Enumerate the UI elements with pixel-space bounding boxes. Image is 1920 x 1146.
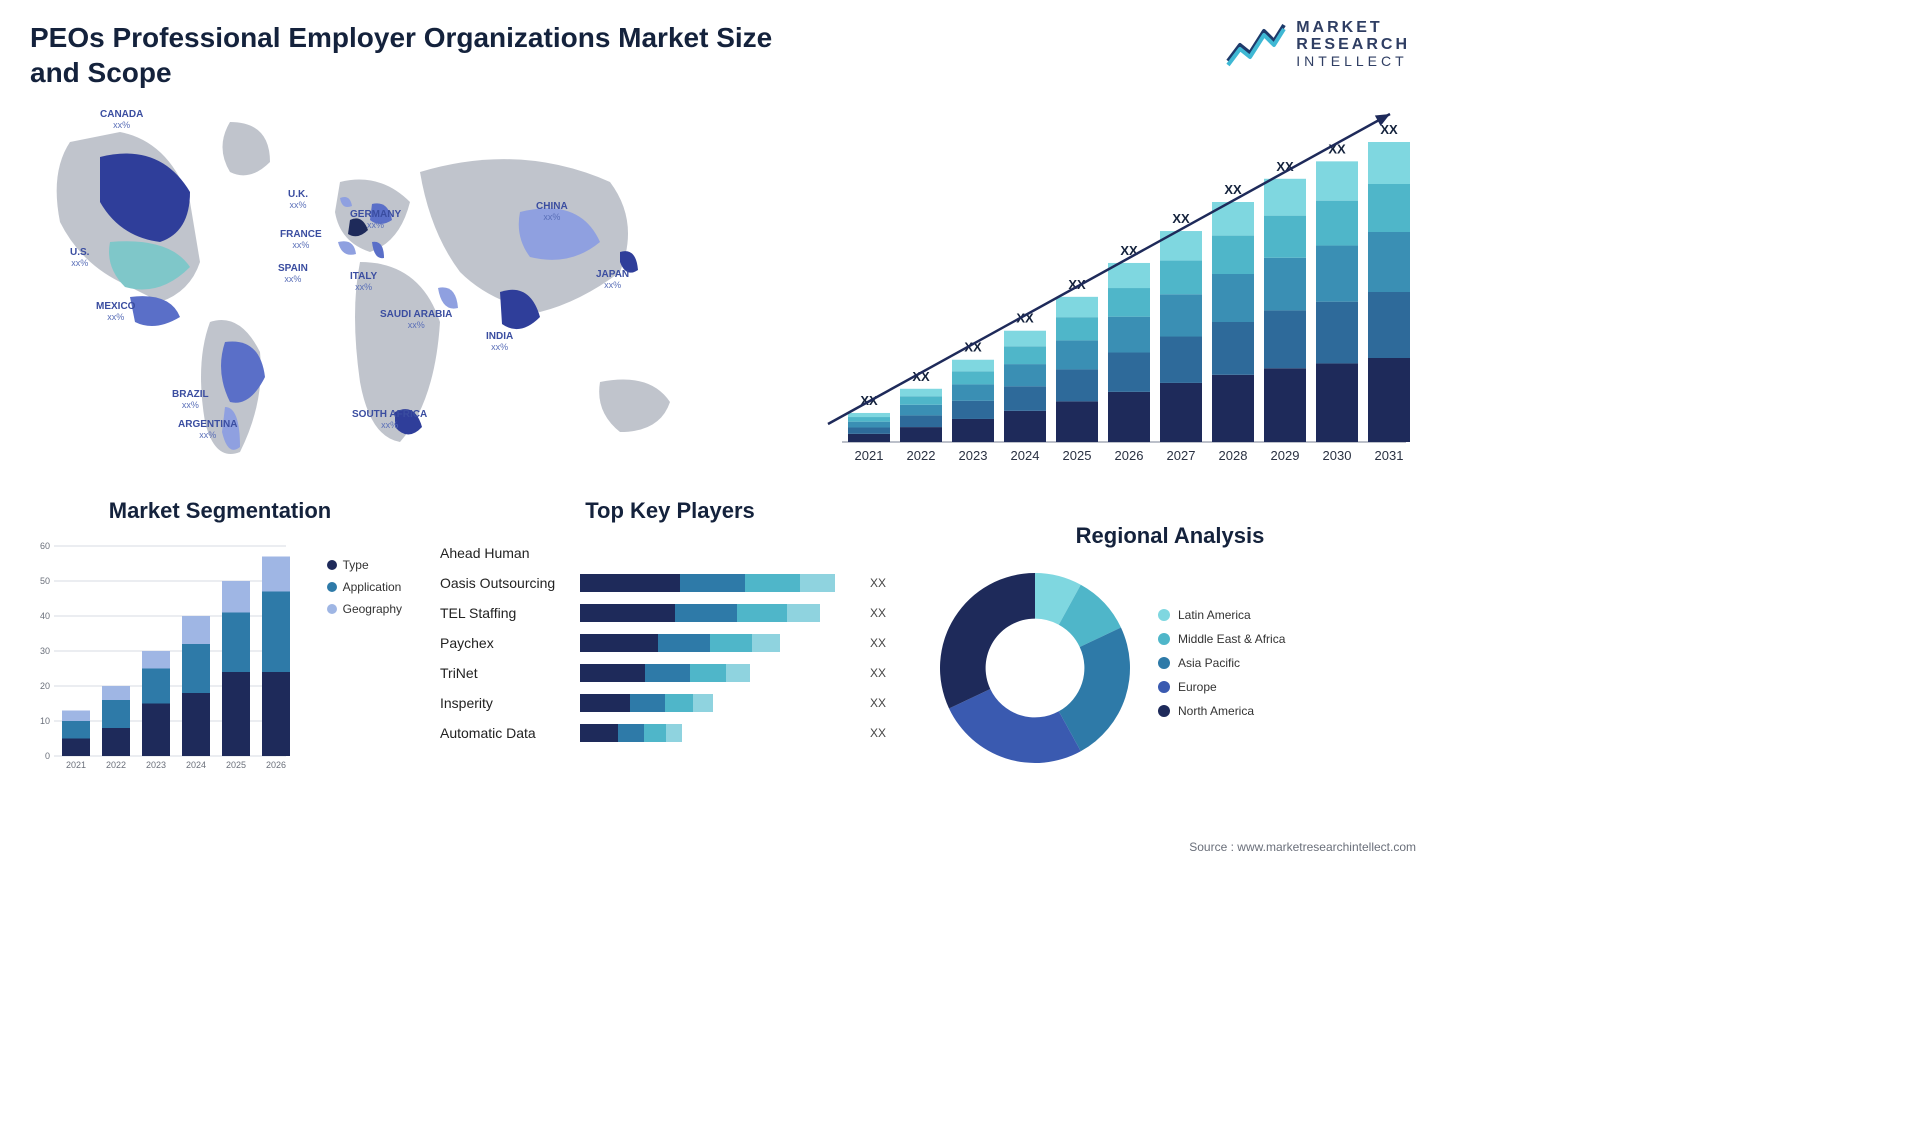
svg-text:2026: 2026 [266, 760, 286, 770]
players-title: Top Key Players [440, 498, 900, 524]
player-bar [580, 574, 860, 592]
regional-section: Regional Analysis Latin America Middle Ea… [930, 498, 1410, 798]
svg-text:40: 40 [40, 611, 50, 621]
map-label-mexico: MEXICOxx% [96, 302, 135, 322]
svg-text:2024: 2024 [1011, 448, 1040, 463]
map-label-canada: CANADAxx% [100, 110, 143, 130]
player-bar [580, 664, 860, 682]
player-bar [580, 724, 860, 742]
svg-text:2030: 2030 [1323, 448, 1352, 463]
svg-text:2023: 2023 [146, 760, 166, 770]
player-row: Ahead Human [440, 538, 900, 568]
map-label-argentina: ARGENTINAxx% [178, 420, 237, 440]
player-bar [580, 604, 860, 622]
player-row: Paychex XX [440, 628, 900, 658]
svg-text:2025: 2025 [226, 760, 246, 770]
page-title: PEOs Professional Employer Organizations… [30, 20, 790, 90]
logo-line1: MARKET [1296, 20, 1410, 37]
legend-item: Latin America [1158, 608, 1285, 622]
svg-text:2031: 2031 [1375, 448, 1404, 463]
brand-logo: MARKET RESEARCH INTELLECT [1226, 20, 1410, 68]
player-bar [580, 694, 860, 712]
map-label-south-africa: SOUTH AFRICAxx% [352, 410, 427, 430]
legend-item: Middle East & Africa [1158, 632, 1285, 646]
svg-text:2027: 2027 [1167, 448, 1196, 463]
map-label-u-k-: U.K.xx% [288, 190, 308, 210]
logo-line3: INTELLECT [1296, 54, 1410, 69]
segmentation-title: Market Segmentation [30, 498, 410, 524]
map-label-china: CHINAxx% [536, 202, 568, 222]
svg-text:2021: 2021 [855, 448, 884, 463]
map-label-india: INDIAxx% [486, 332, 513, 352]
legend-item: Application [327, 580, 402, 594]
svg-text:0: 0 [45, 751, 50, 761]
svg-text:2022: 2022 [106, 760, 126, 770]
player-value: XX [870, 636, 900, 650]
player-bar [580, 634, 860, 652]
map-label-italy: ITALYxx% [350, 272, 377, 292]
player-name: Ahead Human [440, 545, 570, 561]
player-bar [580, 544, 860, 562]
segmentation-section: Market Segmentation 0 10 20 30 40 50 60 2021 202… [30, 498, 410, 798]
svg-text:2028: 2028 [1219, 448, 1248, 463]
svg-text:50: 50 [40, 576, 50, 586]
player-row: Automatic Data XX [440, 718, 900, 748]
svg-text:30: 30 [40, 646, 50, 656]
player-name: Paychex [440, 635, 570, 651]
player-name: Automatic Data [440, 725, 570, 741]
player-row: TriNet XX [440, 658, 900, 688]
player-row: Oasis Outsourcing XX [440, 568, 900, 598]
player-row: Insperity XX [440, 688, 900, 718]
svg-text:20: 20 [40, 681, 50, 691]
svg-text:XX: XX [1380, 122, 1398, 137]
map-label-france: FRANCExx% [280, 230, 322, 250]
svg-text:2021: 2021 [66, 760, 86, 770]
svg-text:2025: 2025 [1063, 448, 1092, 463]
svg-text:2026: 2026 [1115, 448, 1144, 463]
svg-text:2023: 2023 [959, 448, 988, 463]
svg-text:XX: XX [1172, 211, 1190, 226]
legend-item: Type [327, 558, 402, 572]
segmentation-legend: Type Application Geography [327, 558, 402, 624]
svg-text:XX: XX [1224, 182, 1242, 197]
map-label-spain: SPAINxx% [278, 264, 308, 284]
player-value: XX [870, 576, 900, 590]
players-section: Top Key Players Ahead Human Oasis Outsour… [440, 498, 900, 798]
world-map: CANADAxx% U.S.xx% MEXICOxx% BRAZILxx% ARGENT… [30, 102, 730, 482]
regional-legend: Latin America Middle East & Africa Asia Pa… [1158, 608, 1285, 728]
player-value: XX [870, 696, 900, 710]
player-name: TEL Staffing [440, 605, 570, 621]
logo-line2: RESEARCH [1296, 37, 1410, 54]
map-label-germany: GERMANYxx% [350, 210, 401, 230]
map-label-japan: JAPANxx% [596, 270, 629, 290]
regional-title: Regional Analysis [930, 523, 1410, 549]
player-name: TriNet [440, 665, 570, 681]
svg-text:10: 10 [40, 716, 50, 726]
player-row: TEL Staffing XX [440, 598, 900, 628]
map-label-saudi-arabia: SAUDI ARABIAxx% [380, 310, 452, 330]
svg-text:2024: 2024 [186, 760, 206, 770]
legend-item: Asia Pacific [1158, 656, 1285, 670]
legend-item: Europe [1158, 680, 1285, 694]
svg-text:2029: 2029 [1271, 448, 1300, 463]
svg-text:2022: 2022 [907, 448, 936, 463]
legend-item: North America [1158, 704, 1285, 718]
logo-icon [1226, 21, 1286, 67]
source-attribution: Source : www.marketresearchintellect.com [1189, 840, 1416, 854]
legend-item: Geography [327, 602, 402, 616]
player-name: Insperity [440, 695, 570, 711]
map-label-u-s-: U.S.xx% [70, 248, 89, 268]
map-label-brazil: BRAZILxx% [172, 390, 209, 410]
growth-chart: XX2021XX2022XX2023XX2024XX2025XX2026XX20… [770, 102, 1410, 482]
player-value: XX [870, 606, 900, 620]
player-name: Oasis Outsourcing [440, 575, 570, 591]
svg-text:60: 60 [40, 541, 50, 551]
player-value: XX [870, 666, 900, 680]
player-value: XX [870, 726, 900, 740]
